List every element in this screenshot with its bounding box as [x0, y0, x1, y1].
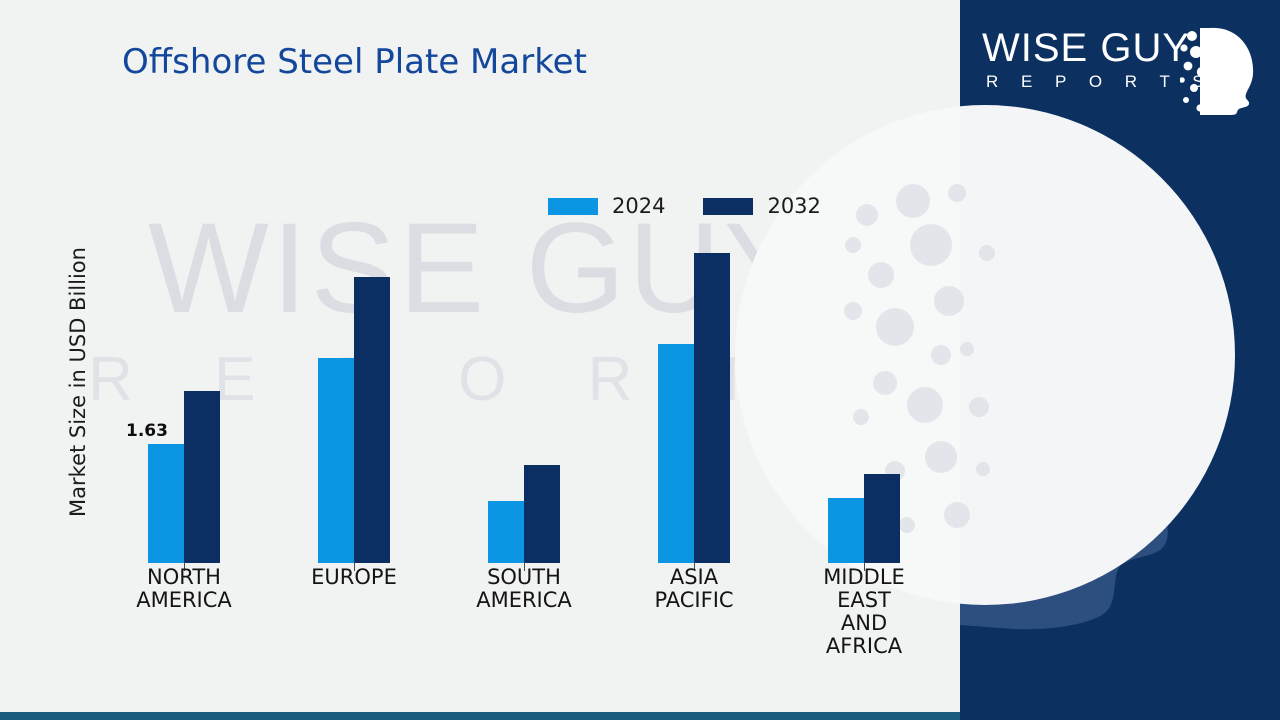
legend-swatch-2024 [548, 197, 598, 215]
bar-group [828, 230, 900, 563]
x-axis-tick [184, 562, 185, 571]
brand-panel: WISE GUY R E P O R T S [960, 0, 1280, 712]
x-axis-tick [694, 562, 695, 571]
brand-logo-main-text: WISE GUY [982, 26, 1191, 70]
legend-label-2024: 2024 [612, 194, 666, 218]
bar-2024[interactable] [828, 498, 864, 563]
bar-2032[interactable] [694, 253, 730, 563]
bar-2024[interactable] [148, 444, 184, 563]
chart-panel: WISE GUY R E P O R T S [66, 42, 960, 658]
decorative-dots-bleed [844, 184, 960, 533]
logo-head-profile-icon [1180, 27, 1254, 116]
bar-2024[interactable] [488, 501, 524, 563]
bar-2024[interactable] [318, 358, 354, 563]
bar-group [148, 230, 220, 563]
bar-value-label: 1.63 [126, 421, 168, 441]
x-axis-tick [864, 562, 865, 571]
x-axis-tick [354, 562, 355, 571]
x-axis-label: ASIA PACIFIC [654, 565, 734, 612]
x-axis-baseline [104, 562, 940, 571]
bar-group [318, 230, 390, 563]
x-axis-label: NORTH AMERICA [136, 565, 232, 612]
x-axis-label: MIDDLE EAST AND AFRICA [823, 565, 905, 658]
y-axis-label: Market Size in USD Billion [66, 247, 90, 517]
bar-group [658, 230, 730, 563]
page-title: Offshore Steel Plate Market [122, 42, 587, 82]
legend-swatch-2032 [703, 197, 754, 215]
legend-item-2024[interactable]: 2024 [548, 194, 665, 218]
bottom-accent-strip-right [960, 712, 1280, 720]
x-axis-tick [524, 562, 525, 571]
bar-2032[interactable] [354, 277, 390, 563]
brand-decorative-dots [960, 184, 995, 528]
bar-2032[interactable] [864, 474, 900, 563]
bar-2032[interactable] [524, 465, 560, 563]
plot-area [104, 230, 940, 563]
x-axis-label: SOUTH AMERICA [476, 565, 572, 612]
x-axis-label: EUROPE [311, 565, 397, 589]
bar-2024[interactable] [658, 344, 694, 563]
bottom-accent-strip [0, 712, 960, 720]
bar-group [488, 230, 560, 563]
brand-logo-sub-text: R E P O R T S [986, 72, 1213, 91]
legend-item-2032[interactable]: 2032 [703, 194, 821, 218]
chart-legend: 2024 2032 [548, 194, 821, 218]
bar-2032[interactable] [184, 391, 220, 563]
brand-logo: WISE GUY R E P O R T S [982, 26, 1262, 116]
legend-label-2032: 2032 [767, 194, 821, 218]
